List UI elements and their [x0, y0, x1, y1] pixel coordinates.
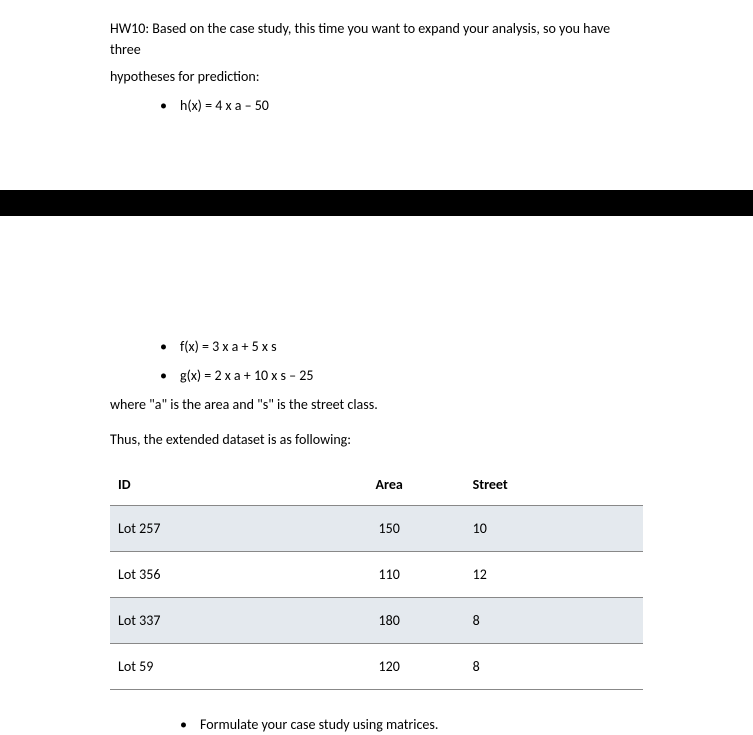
cell-street: 8 [465, 598, 643, 644]
dataset-table: ID Area Street Lot 257 150 10 Lot 356 11… [110, 464, 643, 690]
table-row: Lot 356 110 12 [110, 552, 643, 598]
table-row: Lot 257 150 10 [110, 506, 643, 552]
final-bullet-text: Formulate your case study using matrices… [200, 716, 438, 733]
cell-street: 10 [465, 506, 643, 552]
table-header-row: ID Area Street [110, 464, 643, 506]
col-area: Area [314, 464, 465, 506]
equation-f: f(x) = 3 x a + 5 x s [180, 338, 277, 355]
cell-area: 150 [314, 506, 465, 552]
thus-text: Thus, the extended dataset is as followi… [110, 429, 643, 450]
cell-id: Lot 356 [110, 552, 314, 598]
col-id: ID [110, 464, 314, 506]
divider-band [0, 190, 753, 216]
cell-street: 12 [465, 552, 643, 598]
cell-area: 110 [314, 552, 465, 598]
table-row: Lot 337 180 8 [110, 598, 643, 644]
equation-g: g(x) = 2 x a + 10 x s – 25 [180, 367, 314, 384]
cell-area: 120 [314, 644, 465, 690]
cell-id: Lot 59 [110, 644, 314, 690]
intro-line-2: hypotheses for prediction: [110, 66, 643, 87]
cell-id: Lot 257 [110, 506, 314, 552]
table-row: Lot 59 120 8 [110, 644, 643, 690]
equation-h: h(x) = 4 x a – 50 [180, 97, 269, 114]
intro-line-1: HW10: Based on the case study, this time… [110, 18, 643, 60]
table-body: Lot 257 150 10 Lot 356 110 12 Lot 337 18… [110, 506, 643, 690]
col-street: Street [465, 464, 643, 506]
cell-id: Lot 337 [110, 598, 314, 644]
where-text: where "a" is the area and "s" is the str… [110, 394, 643, 415]
cell-area: 180 [314, 598, 465, 644]
cell-street: 8 [465, 644, 643, 690]
